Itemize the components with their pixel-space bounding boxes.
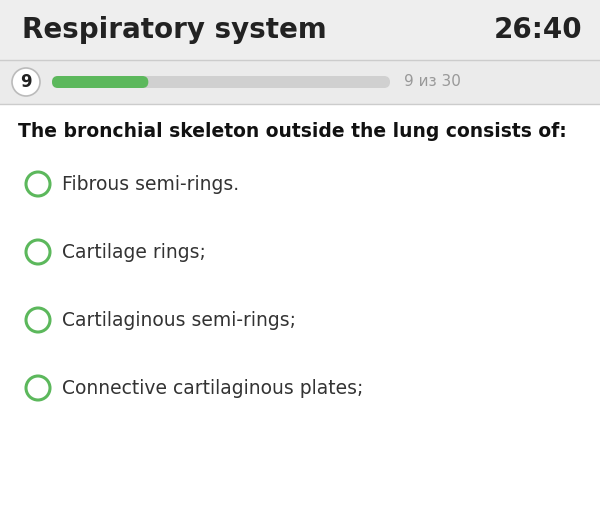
Circle shape <box>26 376 50 400</box>
Text: Cartilage rings;: Cartilage rings; <box>62 243 206 262</box>
Text: Cartilaginous semi-rings;: Cartilaginous semi-rings; <box>62 311 296 329</box>
Text: Respiratory system: Respiratory system <box>22 16 327 44</box>
Text: Fibrous semi-rings.: Fibrous semi-rings. <box>62 174 239 194</box>
Circle shape <box>26 308 50 332</box>
FancyBboxPatch shape <box>0 60 600 104</box>
Circle shape <box>26 240 50 264</box>
FancyBboxPatch shape <box>0 0 600 60</box>
Text: Connective cartilaginous plates;: Connective cartilaginous plates; <box>62 378 364 397</box>
FancyBboxPatch shape <box>0 104 600 532</box>
Circle shape <box>12 68 40 96</box>
FancyBboxPatch shape <box>52 76 390 88</box>
FancyBboxPatch shape <box>52 76 148 88</box>
Text: 9 из 30: 9 из 30 <box>404 74 461 89</box>
Text: 26:40: 26:40 <box>493 16 582 44</box>
Circle shape <box>26 172 50 196</box>
Text: The bronchial skeleton outside the lung consists of:: The bronchial skeleton outside the lung … <box>18 122 567 141</box>
Text: 9: 9 <box>20 73 32 91</box>
